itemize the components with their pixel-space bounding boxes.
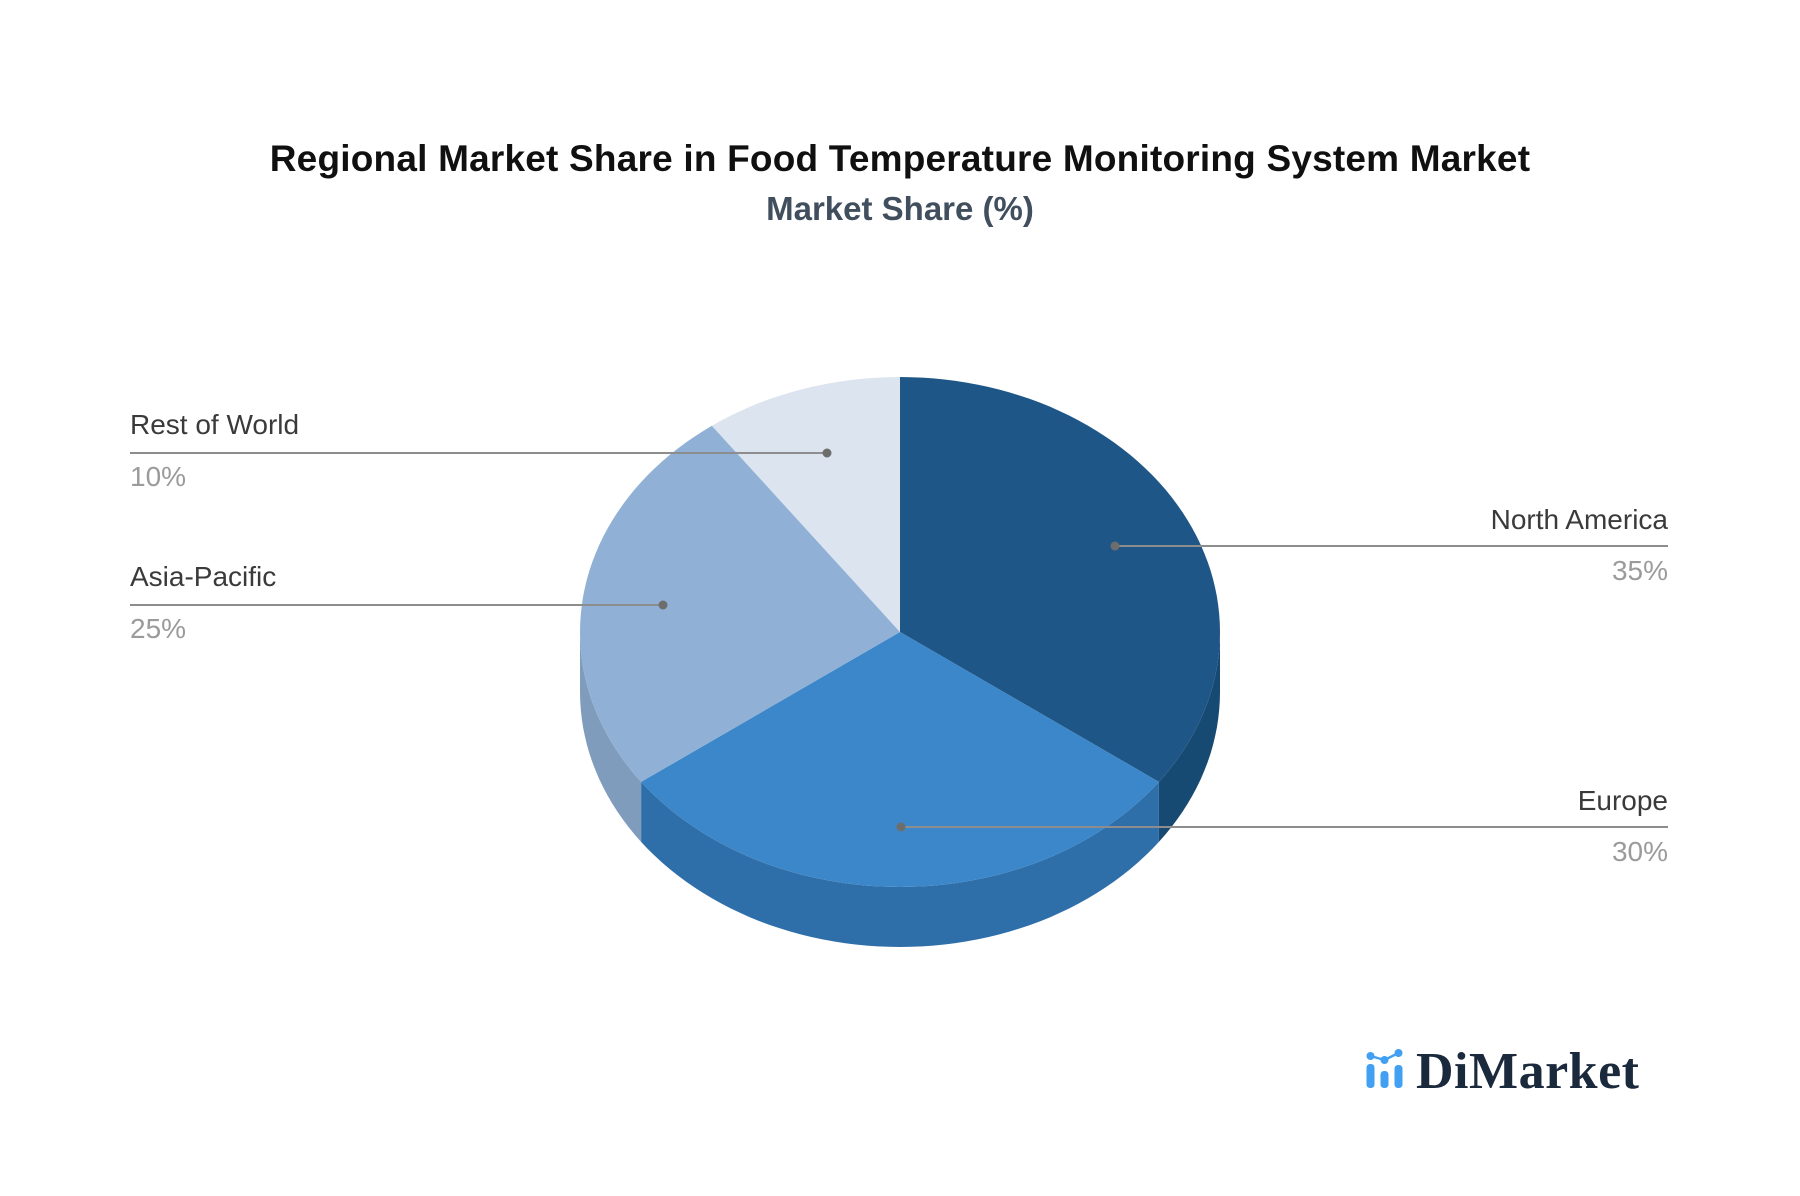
pie-slice-north-america[interactable] [900,377,1220,782]
slice-label-europe: Europe [1577,785,1668,816]
pie-slice-rest-of-world[interactable] [711,377,900,632]
leader-dot-europe [896,822,906,832]
slice-label-asia-pacific: Asia-Pacific [130,561,277,592]
slice-label-rest-of-world: Rest of World [130,409,300,440]
pie-slice-europe[interactable] [641,632,1159,887]
pie-slice-asia-pacific[interactable] [580,425,900,782]
chart-subtitle: Market Share (%) [766,190,1034,227]
brand-logo-icon [1366,1049,1403,1088]
brand-logo-text: DiMarket [1416,1043,1640,1100]
pie-slice-side-europe [641,781,1159,947]
slice-pct-rest-of-world: 10% [130,461,187,492]
slice-pct-europe: 30% [1611,836,1668,867]
leader-dot-rest-of-world [822,448,832,458]
slice-label-north-america: North America [1490,504,1668,535]
leader-dot-asia-pacific [658,600,668,610]
slice-pct-north-america: 35% [1611,555,1668,586]
slice-pct-asia-pacific: 25% [130,613,187,644]
chart-title: Regional Market Share in Food Temperatur… [269,138,1531,179]
leader-dot-north-america [1110,541,1120,551]
pie-slice-side-asia-pacific [580,632,642,842]
pie-slice-side-north-america [1158,632,1220,842]
